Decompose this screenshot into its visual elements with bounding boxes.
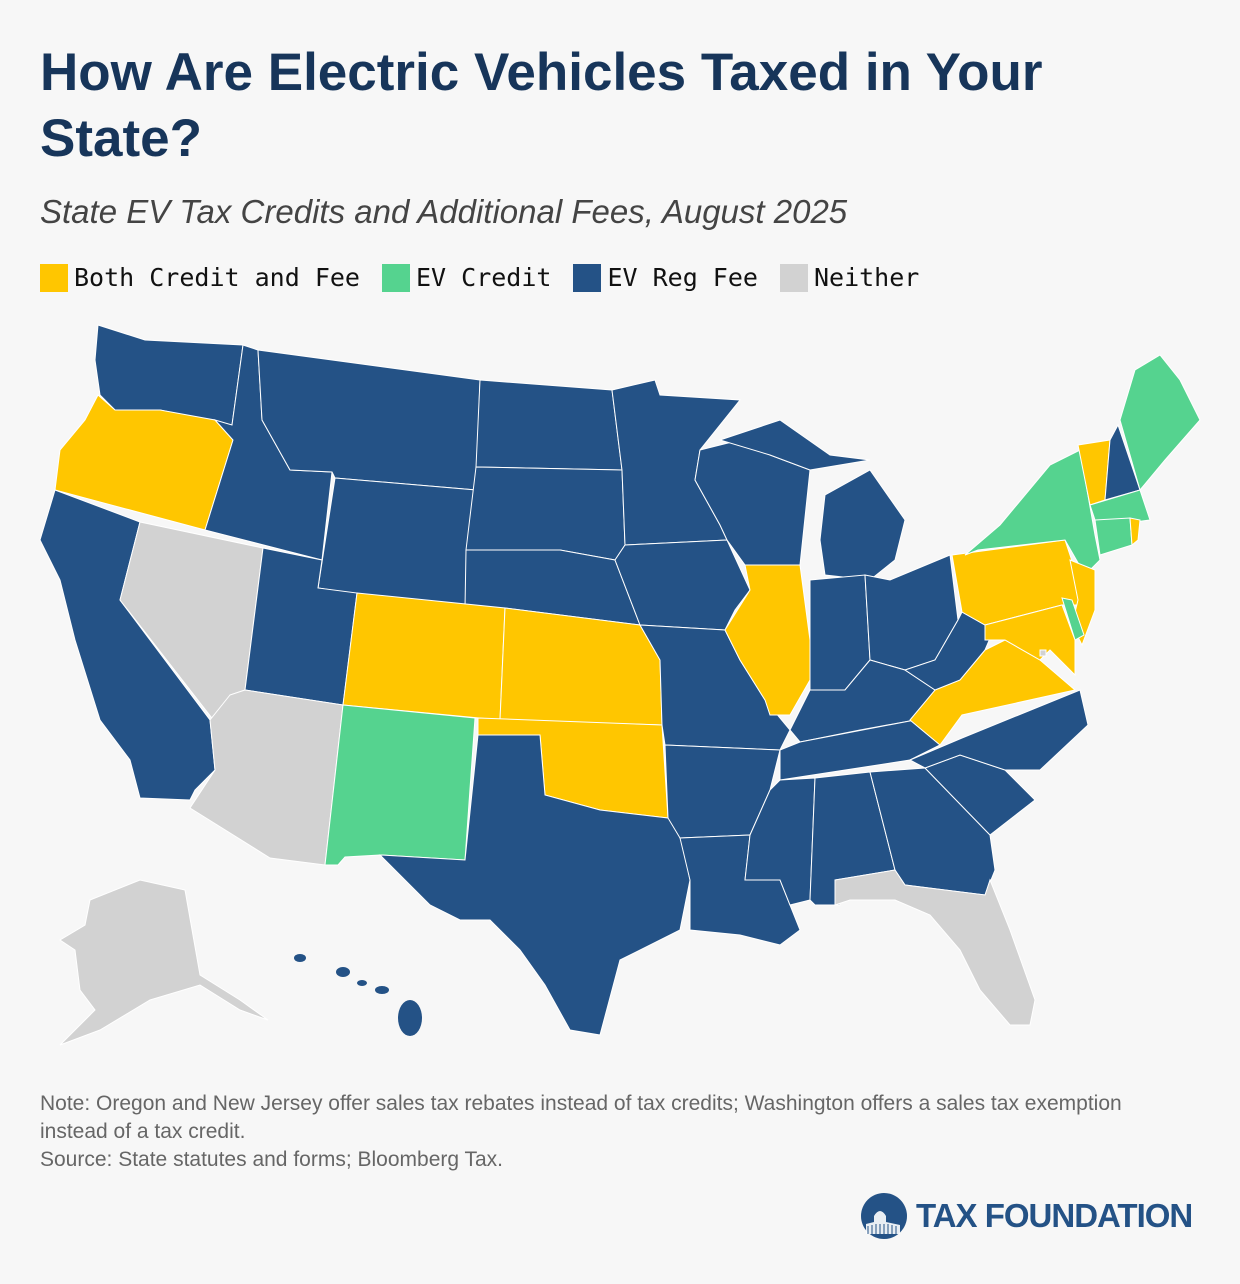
state-md: [984, 604, 1076, 677]
legend-label: Neither: [813, 263, 920, 292]
logo-text: TAX FOUNDATION: [916, 1197, 1193, 1234]
legend-swatch: [779, 263, 808, 292]
notes: Note: Oregon and New Jersey offer sales …: [40, 1090, 1190, 1174]
state-tx: [378, 734, 691, 1036]
legend-label: EV Reg Fee: [607, 263, 758, 292]
state-nd: [475, 379, 623, 471]
state-co: [342, 592, 506, 721]
legend-label: EV Credit: [415, 263, 552, 292]
state-il: [724, 564, 811, 716]
state-fl: [834, 869, 1036, 1026]
state-wy: [317, 477, 477, 611]
state-mi: [718, 419, 871, 471]
state-hi: [398, 1000, 422, 1036]
state-ny: [964, 449, 1101, 576]
tax-foundation-logo: TAX FOUNDATION: [860, 1192, 1193, 1240]
state-hi: [357, 980, 367, 986]
legend-item-neither: Neither: [779, 263, 920, 292]
legend-swatch: [381, 263, 410, 292]
state-de: [1061, 597, 1085, 641]
state-az: [189, 689, 344, 866]
state-nm: [324, 704, 476, 866]
note-text: Note: Oregon and New Jersey offer sales …: [40, 1092, 1122, 1143]
state-hi: [336, 967, 350, 977]
subtitle: State EV Tax Credits and Additional Fees…: [40, 193, 848, 230]
state-hi: [294, 954, 306, 962]
state-ri: [1129, 517, 1141, 547]
state-dc: [1039, 649, 1047, 657]
state-ma: [1089, 489, 1151, 523]
legend-item-both: Both Credit and Fee: [40, 263, 360, 292]
page-title: How Are Electric Vehicles Taxed in Your …: [40, 43, 1043, 168]
capitol-dome-icon: [861, 1193, 907, 1239]
source-text: Source: State statutes and forms; Bloomb…: [40, 1148, 504, 1171]
us-map: [39, 324, 1201, 1046]
state-hi: [375, 986, 389, 994]
legend-item-credit: EV Credit: [381, 263, 552, 292]
legend-label: Both Credit and Fee: [74, 263, 360, 292]
legend-swatch: [40, 263, 68, 292]
state-ak: [59, 879, 269, 1046]
state-nc: [908, 689, 1089, 771]
state-ks: [499, 607, 663, 726]
state-sd: [465, 466, 626, 561]
legend: Both Credit and Fee EV Credit EV Reg Fee…: [40, 263, 941, 292]
legend-swatch: [573, 263, 602, 292]
state-ct: [1094, 517, 1133, 556]
state-me: [1119, 354, 1201, 492]
state-ia: [614, 539, 751, 631]
state-mi: [819, 469, 906, 581]
state-mt: [257, 349, 481, 491]
legend-item-fee: EV Reg Fee: [573, 263, 758, 292]
